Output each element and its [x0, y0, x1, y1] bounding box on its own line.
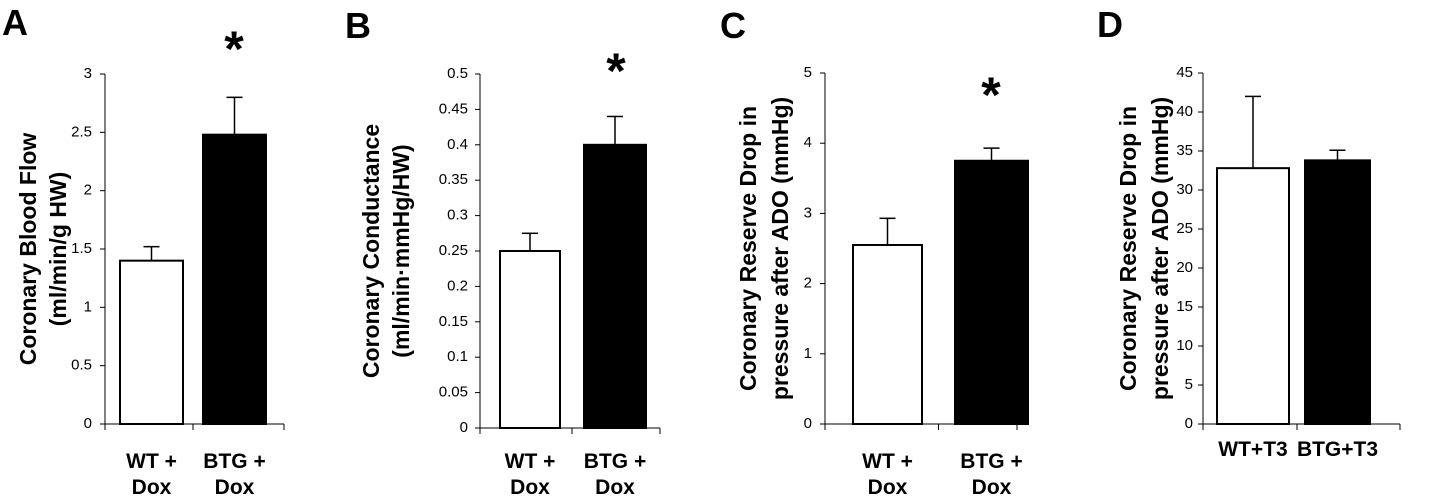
panel-d-category-label-1: BTG+T3 — [1297, 438, 1378, 461]
panel-a-category-label-1: BTG + — [203, 450, 265, 473]
panel-c-letter: C — [720, 5, 746, 46]
panel-d-y-tick-label: 45 — [1176, 64, 1193, 81]
panel-c-y-axis-label-1: pressure after ADO (mmHg) — [767, 97, 793, 400]
panel-b-letter: B — [345, 5, 371, 46]
panel-d-y-tick-label: 10 — [1176, 337, 1193, 354]
panel-a-y-tick-label: 0.5 — [71, 357, 92, 374]
panel-d-y-tick-label: 25 — [1176, 220, 1193, 237]
panel-b-category-label-1: Dox — [595, 476, 635, 499]
panel-c-bar-1 — [954, 159, 1029, 425]
panel-a-bar-1 — [202, 133, 267, 426]
panel-b-y-tick-label: 0.5 — [447, 65, 468, 82]
panel-b-y-axis-label-0: Coronary Conductance — [358, 124, 384, 378]
panel-b-y-axis-label-1: (ml/min·mmHg/HW) — [388, 144, 414, 357]
panel-d-y-tick-label: 35 — [1176, 142, 1193, 159]
panel-a-y-tick-label: 2 — [84, 182, 92, 199]
panel-c-bar-0 — [852, 243, 923, 425]
panel-d-bar-0 — [1216, 167, 1290, 425]
panel-a-bar-0 — [119, 259, 184, 425]
panel-a-category-label-1: Dox — [215, 476, 255, 499]
panel-d-y-tick-label: 30 — [1176, 181, 1193, 198]
panel-d-y-axis-label-0: Coronary Reserve Drop in — [1115, 106, 1141, 391]
panel-d-letter: D — [1097, 4, 1123, 45]
panel-c-y-tick-label: 1 — [804, 345, 812, 362]
panel-c-category-label-1: BTG + — [960, 450, 1022, 473]
panel-c-y-tick-label: 2 — [804, 275, 812, 292]
panel-d-y-tick-label: 40 — [1176, 103, 1193, 120]
panel-b-category-label-0: Dox — [510, 476, 550, 499]
panel-d-y-tick-label: 5 — [1185, 376, 1193, 393]
panel-b-y-tick-label: 0.3 — [447, 207, 468, 224]
panel-a-y-tick-label: 2.5 — [71, 123, 92, 140]
panel-b-category-label-1: BTG + — [584, 450, 646, 473]
panel-a-category-label-0: WT + — [126, 450, 177, 473]
panel-b-y-tick-label: 0.25 — [439, 242, 468, 259]
panel-d-bar-1 — [1304, 159, 1371, 426]
panel-b-bar-1 — [583, 143, 647, 430]
panel-b-y-tick-label: 0.1 — [447, 348, 468, 365]
panel-a-y-tick-label: 0 — [84, 415, 92, 432]
panel-c-y-tick-label: 0 — [804, 415, 812, 432]
panel-d-y-tick-label: 0 — [1185, 415, 1193, 432]
panel-a-y-axis-label-1: (ml/min/g HW) — [45, 172, 71, 327]
panel-b-y-tick-label: 0.45 — [439, 100, 468, 117]
panel-a-y-tick-label: 3 — [84, 65, 92, 82]
panel-c-category-label-1: Dox — [972, 476, 1012, 499]
panel-d-y-tick-label: 20 — [1176, 259, 1193, 276]
panel-a-y-tick-label: 1 — [84, 298, 92, 315]
panel-b-category-label-0: WT + — [505, 450, 556, 473]
panel-b-significance-star: * — [606, 43, 626, 99]
panel-b-y-tick-label: 0.05 — [439, 384, 468, 401]
panel-a-y-axis-label-0: Coronary Blood Flow — [15, 133, 41, 366]
panel-c-y-tick-label: 5 — [804, 64, 812, 81]
panel-a-y-tick-label: 1.5 — [71, 240, 92, 257]
panel-c-y-tick-label: 4 — [804, 134, 812, 151]
panel-a-category-label-0: Dox — [132, 476, 172, 499]
panel-b-y-tick-label: 0 — [460, 419, 468, 436]
panel-a-significance-star: * — [224, 21, 244, 77]
panel-d-category-label-0: WT+T3 — [1218, 438, 1287, 461]
panel-b-y-tick-label: 0.35 — [439, 171, 468, 188]
panel-a-letter: A — [2, 2, 28, 43]
panel-c-category-label-0: WT + — [862, 450, 913, 473]
panel-b-y-tick-label: 0.15 — [439, 313, 468, 330]
panel-b-y-tick-label: 0.4 — [447, 136, 468, 153]
panel-b-y-tick-label: 0.2 — [447, 277, 468, 294]
panel-c-significance-star: * — [981, 67, 1001, 123]
panel-b-bar-0 — [499, 250, 561, 429]
panel-d-y-axis-label-1: pressure after ADO (mmHg) — [1147, 97, 1173, 400]
panel-c-y-tick-label: 3 — [804, 204, 812, 221]
panel-c-category-label-0: Dox — [868, 476, 908, 499]
panel-d-y-tick-label: 15 — [1176, 298, 1193, 315]
panel-c-y-axis-label-0: Coronary Reserve Drop in — [735, 106, 761, 391]
